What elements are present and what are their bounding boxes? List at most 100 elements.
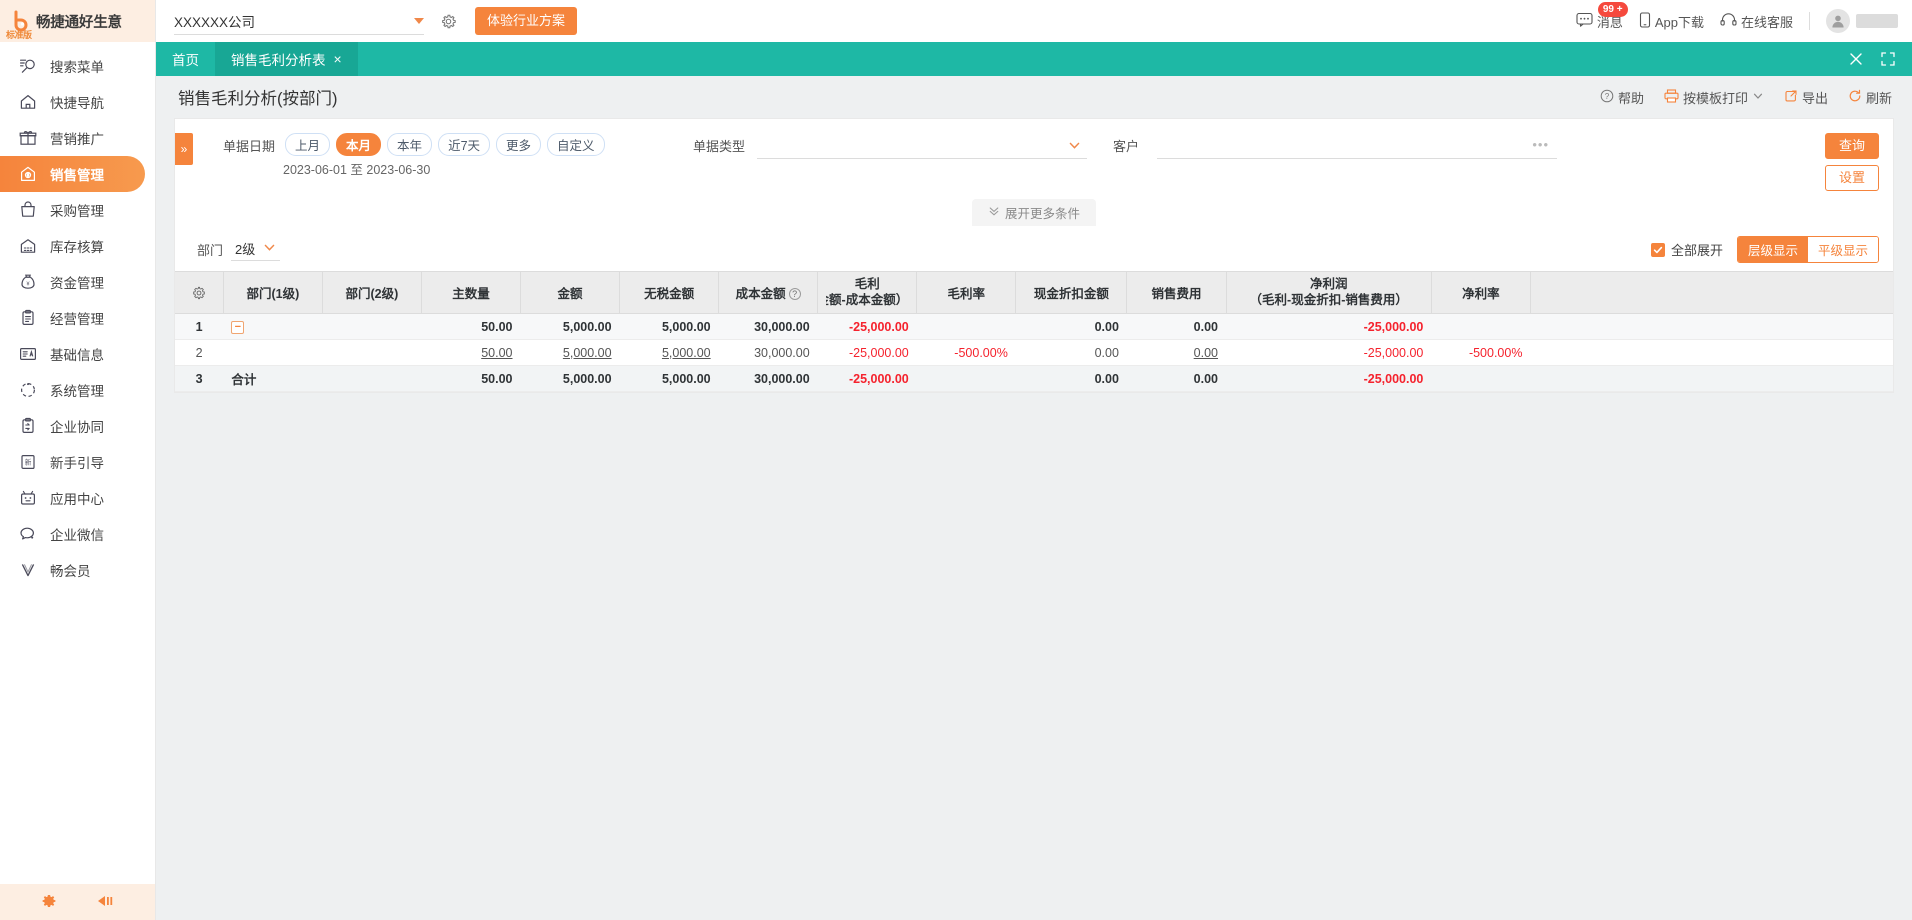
display-mode-flat[interactable]: 平级显示 [1807,237,1878,262]
print-template-button[interactable]: 按模板打印 [1664,88,1764,107]
col-header-idx[interactable] [175,271,224,314]
chevron-down-icon[interactable] [1068,139,1081,155]
col-header-spacer[interactable] [1530,271,1893,314]
col-header-untaxed[interactable]: 无税金额 [619,271,720,314]
help-icon[interactable]: ? [788,288,801,300]
col-header-amount[interactable]: 金额 [520,271,621,314]
ellipsis-icon[interactable]: ••• [1532,137,1549,152]
sidebar-item-7[interactable]: 经营管理 [0,300,155,336]
username-masked [1856,14,1898,28]
date-chip-3[interactable]: 近7天 [438,133,491,156]
tab-home[interactable]: 首页 [156,42,215,76]
dept-level-value: 2级 [235,242,256,257]
chevron-down-icon[interactable] [414,17,424,24]
sidebar-item-1[interactable]: 快捷导航 [0,84,155,120]
fullscreen-icon[interactable] [1880,51,1896,67]
col-header-net_profit[interactable]: 净利润 （毛利-现金折扣-销售费用） [1226,271,1432,314]
cell-value: 0.00 [1193,371,1219,386]
sidebar-item-3[interactable]: ¥ 销售管理 [0,156,145,192]
date-chip-1[interactable]: 本月 [336,133,382,156]
trial-plan-button[interactable]: 体验行业方案 [475,7,578,35]
sidebar-item-14[interactable]: 畅会员 [0,552,155,588]
sidebar-item-label: 库存核算 [50,240,104,255]
app-download-button[interactable]: App下载 [1639,11,1704,31]
refresh-button[interactable]: 刷新 [1848,88,1892,107]
col-header-qty[interactable]: 主数量 [421,271,522,314]
col-header-sales_exp[interactable]: 销售费用 [1126,271,1227,314]
sidebar-item-0[interactable]: 搜索菜单 [0,48,155,84]
sidebar-item-6[interactable]: ¥ 资金管理 [0,264,155,300]
table-row[interactable]: 1 − 50.00 5,000.00 5,000.00 30,000.00 -25,000.… [175,313,1893,340]
export-icon [1784,89,1798,106]
gear-icon[interactable] [41,893,57,912]
online-service-button[interactable]: 在线客服 [1720,12,1793,31]
cell-link[interactable]: 5,000.00 [562,345,612,360]
cell-qty: 50.00 [421,365,521,392]
sidebar-item-11[interactable]: 新 新手引导 [0,444,155,480]
cell-value: 5,000.00 [661,319,711,334]
col-header-gross_rate[interactable]: 毛利率 [916,271,1017,314]
table-row[interactable]: 3 合计 50.00 5,000.00 5,000.00 30,000.00 -25,000… [175,365,1893,392]
sidebar-item-label: 企业协同 [50,420,104,435]
col-header-cost[interactable]: 成本金额? [718,271,819,314]
col-header-dept1[interactable]: 部门(1级) [223,271,323,314]
cell-link[interactable]: 50.00 [481,345,513,360]
cell-net_rate [1431,365,1531,392]
query-button[interactable]: 查询 [1825,133,1879,159]
sidebar-item-8[interactable]: 基础信息 [0,336,155,372]
cell-amount: 5,000.00 [520,339,620,366]
cell-idx: 2 [175,339,224,366]
cell-sales_exp: 0.00 [1126,365,1227,392]
chevron-down-icon[interactable] [263,241,276,257]
date-chip-5[interactable]: 自定义 [547,133,605,156]
date-chip-0[interactable]: 上月 [285,133,331,156]
double-chevron-right-icon[interactable]: » [175,133,193,165]
doc-type-label: 单据类型 [693,139,746,154]
cell-link[interactable]: 0.00 [1193,345,1219,360]
help-button[interactable]: ? 帮助 [1600,88,1644,107]
sidebar-item-13[interactable]: 企业微信 [0,516,155,552]
cell-value: -25,000.00 [848,345,909,360]
display-mode-hierarchical[interactable]: 层级显示 [1737,237,1808,262]
col-subtitle: （毛利-现金折扣-销售费用） [1249,292,1408,307]
tab-report-label: 销售毛利分析表 [231,53,326,68]
col-header-gross[interactable]: 毛利（无税金额-成本金额） [817,271,918,314]
close-icon[interactable]: × [333,51,342,67]
gear-icon[interactable] [440,13,457,30]
cell-value: -25,000.00 [848,371,909,386]
chevron-down-icon[interactable] [1752,90,1764,105]
col-header-cash_disc[interactable]: 现金折扣金额 [1015,271,1128,314]
sidebar: 畅捷通好生意 标准版 搜索菜单 快捷导航 营销推广 ¥ 销售管理 采购管理 库存核算 ¥ 资金管… [0,0,156,920]
date-chip-4[interactable]: 更多 [496,133,542,156]
collapse-sidebar-icon[interactable] [96,894,114,911]
cell-amount: 5,000.00 [520,365,620,392]
messages-button[interactable]: 消息 99 + [1576,1,1628,31]
expand-more-conditions-button[interactable]: 展开更多条件 [971,199,1096,226]
cell-link[interactable]: 5,000.00 [661,345,711,360]
col-header-dept2[interactable]: 部门(2级) [322,271,422,314]
sidebar-item-5[interactable]: 库存核算 [0,228,155,264]
date-chip-2[interactable]: 本年 [387,133,433,156]
table-row[interactable]: 2 50.00 5,000.00 5,000.00 30,000.00 -25,000.0… [175,339,1893,366]
customer-input[interactable] [1157,133,1557,159]
b-logo-icon [10,9,32,33]
expand-all-checkbox[interactable]: 全部展开 [1650,240,1723,259]
sidebar-item-9[interactable]: 系统管理 [0,372,155,408]
dept-level-select[interactable]: 2级 [231,239,281,261]
sidebar-item-4[interactable]: 采购管理 [0,192,155,228]
col-title: 无税金额 [644,287,695,301]
user-profile[interactable] [1826,9,1898,33]
gear-icon[interactable] [183,286,215,300]
company-select[interactable]: XXXXXX公司 [174,7,424,35]
close-icon[interactable] [1848,51,1864,67]
settings-button[interactable]: 设置 [1825,165,1879,191]
sidebar-item-label: 销售管理 [50,168,104,183]
doc-type-input[interactable] [757,133,1087,159]
tab-sales-gross-profit-report[interactable]: 销售毛利分析表 × [215,42,358,76]
row-expander-icon[interactable]: − [231,321,245,334]
col-header-net_rate[interactable]: 净利率 [1431,271,1531,314]
sidebar-item-12[interactable]: 应用中心 [0,480,155,516]
sidebar-item-2[interactable]: 营销推广 [0,120,155,156]
export-button[interactable]: 导出 [1784,88,1828,107]
sidebar-item-10[interactable]: 企业协同 [0,408,155,444]
